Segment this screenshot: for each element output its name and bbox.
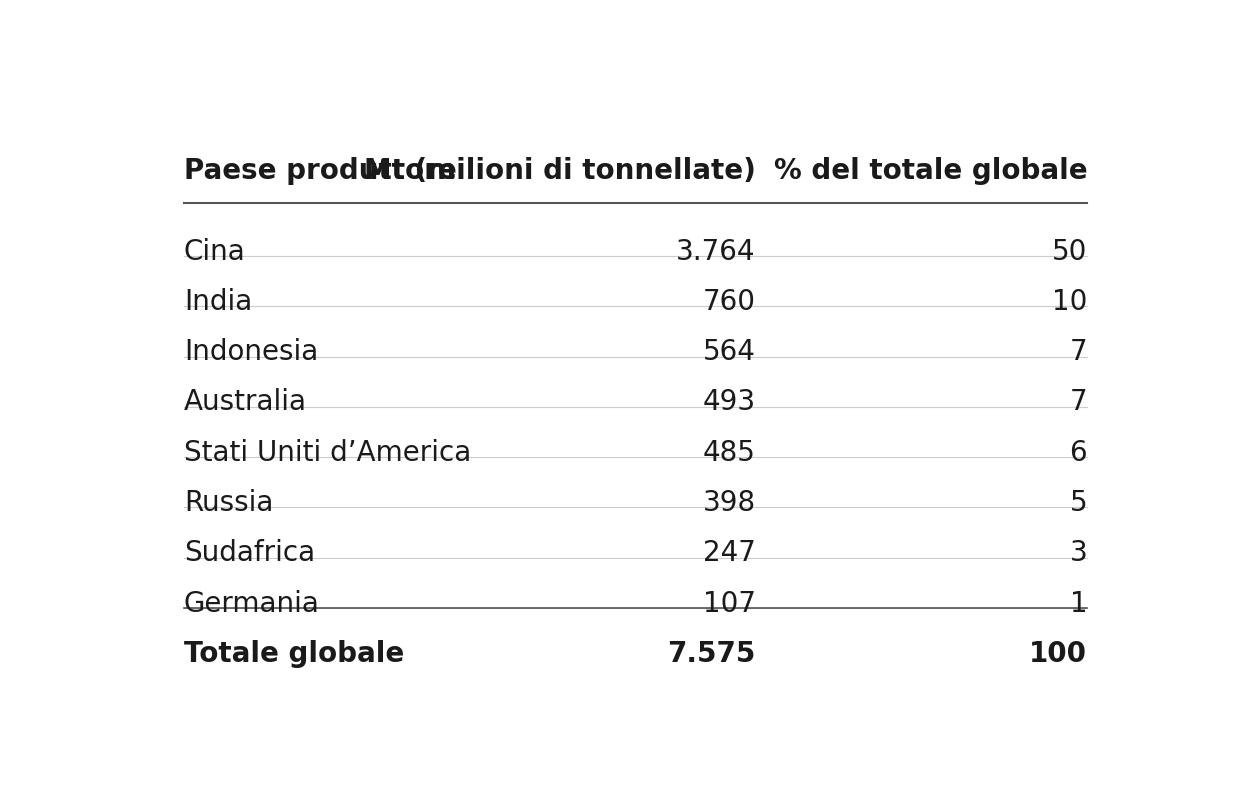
Text: 7: 7 — [1070, 338, 1087, 366]
Text: 493: 493 — [703, 388, 755, 416]
Text: India: India — [184, 288, 252, 316]
Text: 7: 7 — [1070, 388, 1087, 416]
Text: Australia: Australia — [184, 388, 306, 416]
Text: Totale globale: Totale globale — [184, 640, 404, 668]
Text: 100: 100 — [1029, 640, 1087, 668]
Text: 10: 10 — [1052, 288, 1087, 316]
Text: 247: 247 — [703, 539, 755, 568]
Text: Mt (milioni di tonnellate): Mt (milioni di tonnellate) — [363, 157, 755, 185]
Text: Sudafrica: Sudafrica — [184, 539, 315, 568]
Text: 107: 107 — [703, 590, 755, 618]
Text: Cina: Cina — [184, 238, 246, 266]
Text: 564: 564 — [703, 338, 755, 366]
Text: 7.575: 7.575 — [667, 640, 755, 668]
Text: Paese produttore: Paese produttore — [184, 157, 456, 185]
Text: 3.764: 3.764 — [676, 238, 755, 266]
Text: Indonesia: Indonesia — [184, 338, 319, 366]
Text: 50: 50 — [1052, 238, 1087, 266]
Text: 760: 760 — [703, 288, 755, 316]
Text: Germania: Germania — [184, 590, 320, 618]
Text: 5: 5 — [1070, 489, 1087, 517]
Text: Russia: Russia — [184, 489, 273, 517]
Text: 398: 398 — [703, 489, 755, 517]
Text: 6: 6 — [1070, 439, 1087, 466]
Text: Stati Uniti d’America: Stati Uniti d’America — [184, 439, 471, 466]
Text: 3: 3 — [1069, 539, 1087, 568]
Text: 485: 485 — [703, 439, 755, 466]
Text: 1: 1 — [1070, 590, 1087, 618]
Text: % del totale globale: % del totale globale — [774, 157, 1087, 185]
